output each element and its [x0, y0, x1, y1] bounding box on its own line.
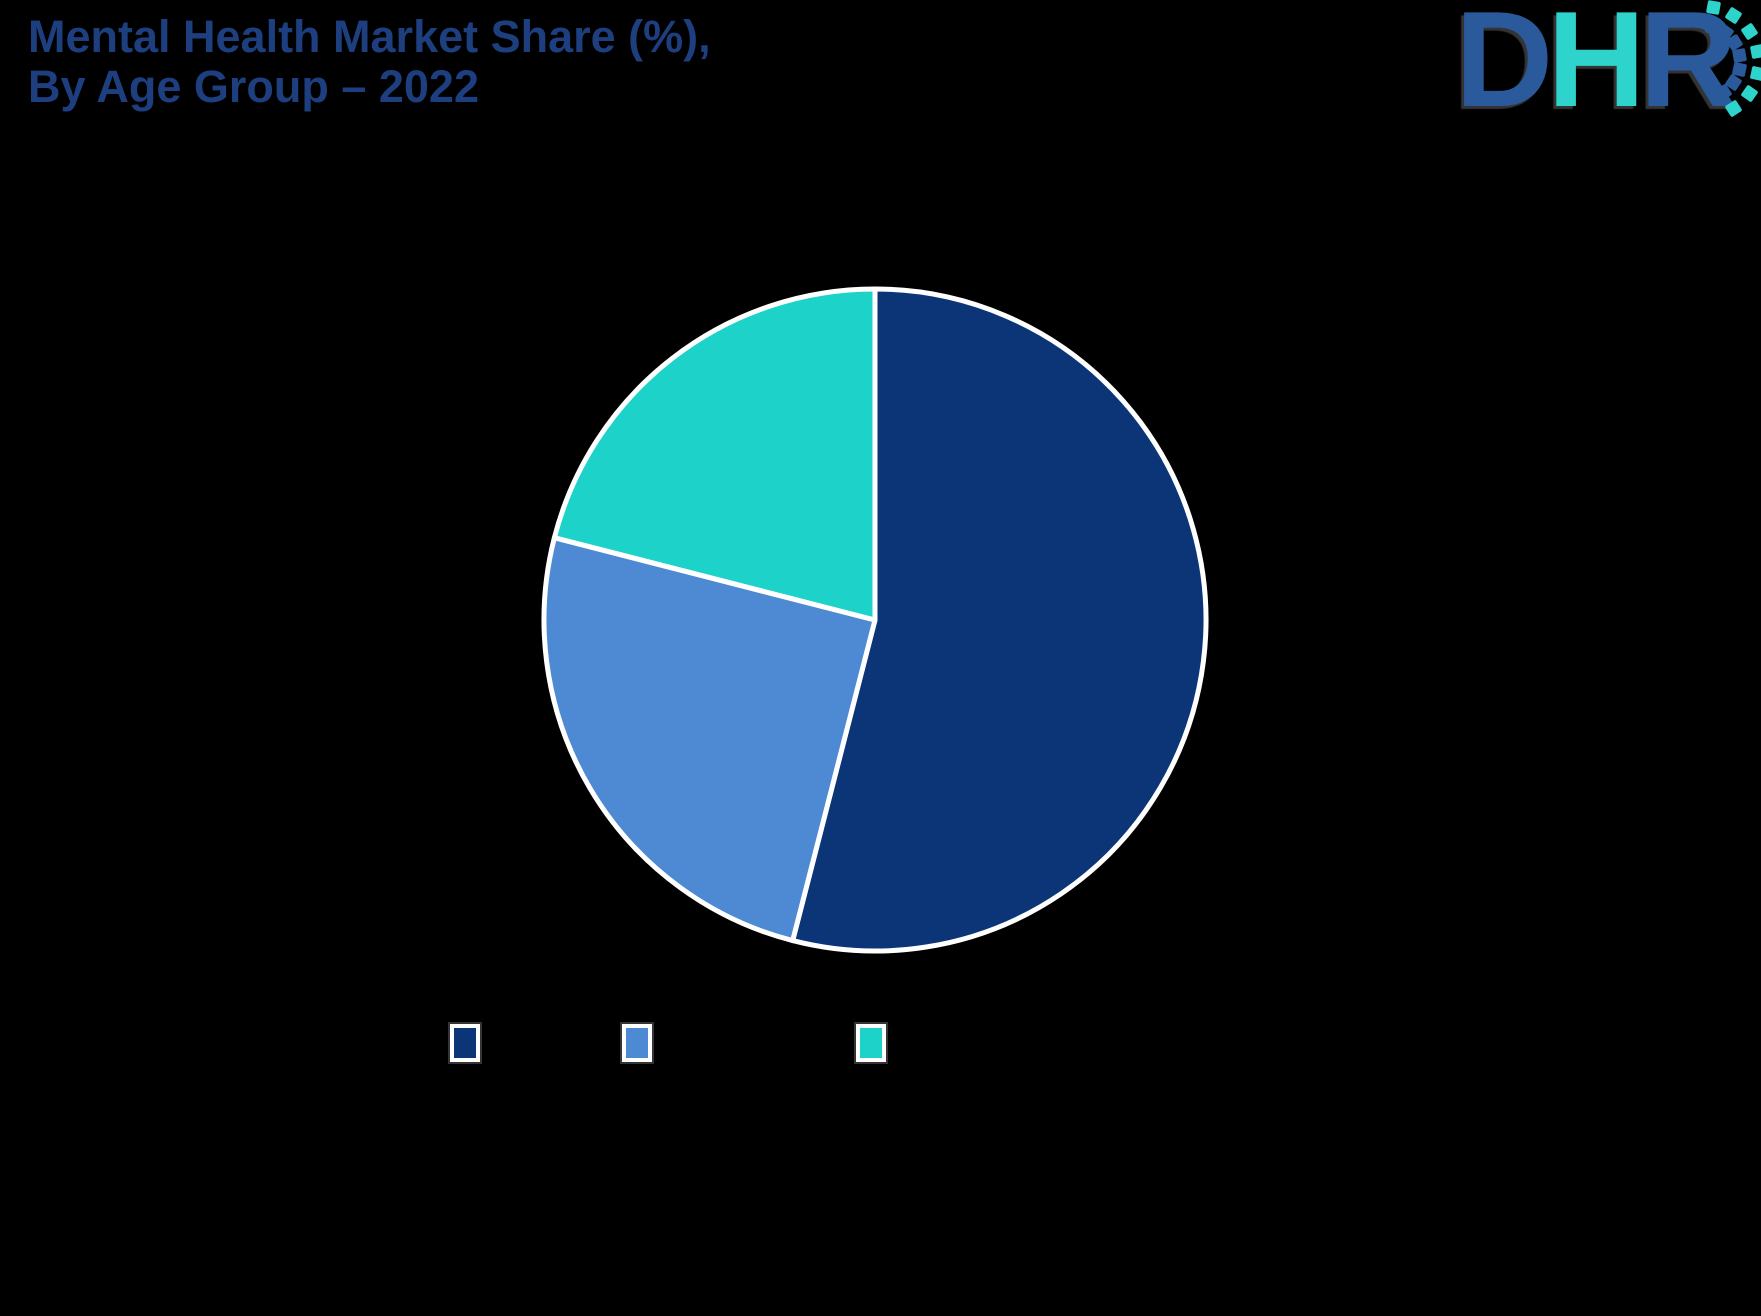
legend-item-1 — [450, 1024, 480, 1062]
logo-dot — [1750, 65, 1761, 82]
legend-swatch-1 — [450, 1024, 480, 1062]
legend-swatch-3 — [856, 1024, 886, 1062]
dhr-logo: DHR — [1455, 0, 1738, 135]
pie-chart — [541, 286, 1209, 954]
logo-dot — [1740, 22, 1759, 41]
chart-title: Mental Health Market Share (%), By Age G… — [28, 12, 711, 112]
logo-dot — [1739, 84, 1759, 103]
pie-slice-1 — [790, 286, 1209, 954]
logo-letter-d: D — [1455, 0, 1553, 135]
legend-item-3 — [856, 1024, 886, 1062]
legend-item-2 — [622, 1024, 652, 1062]
logo-letter-h: H — [1547, 0, 1645, 135]
logo-dot — [1731, 61, 1747, 78]
chart-title-line-2: By Age Group – 2022 — [28, 61, 479, 112]
chart-title-line-1: Mental Health Market Share (%), — [28, 11, 711, 62]
pie-slice-3 — [551, 286, 878, 623]
logo-dot — [1750, 43, 1761, 60]
logo-letter-r: R — [1639, 0, 1737, 135]
logo-dot — [1731, 48, 1747, 64]
pie-slice-2 — [541, 535, 878, 944]
legend-swatch-2 — [622, 1024, 652, 1062]
